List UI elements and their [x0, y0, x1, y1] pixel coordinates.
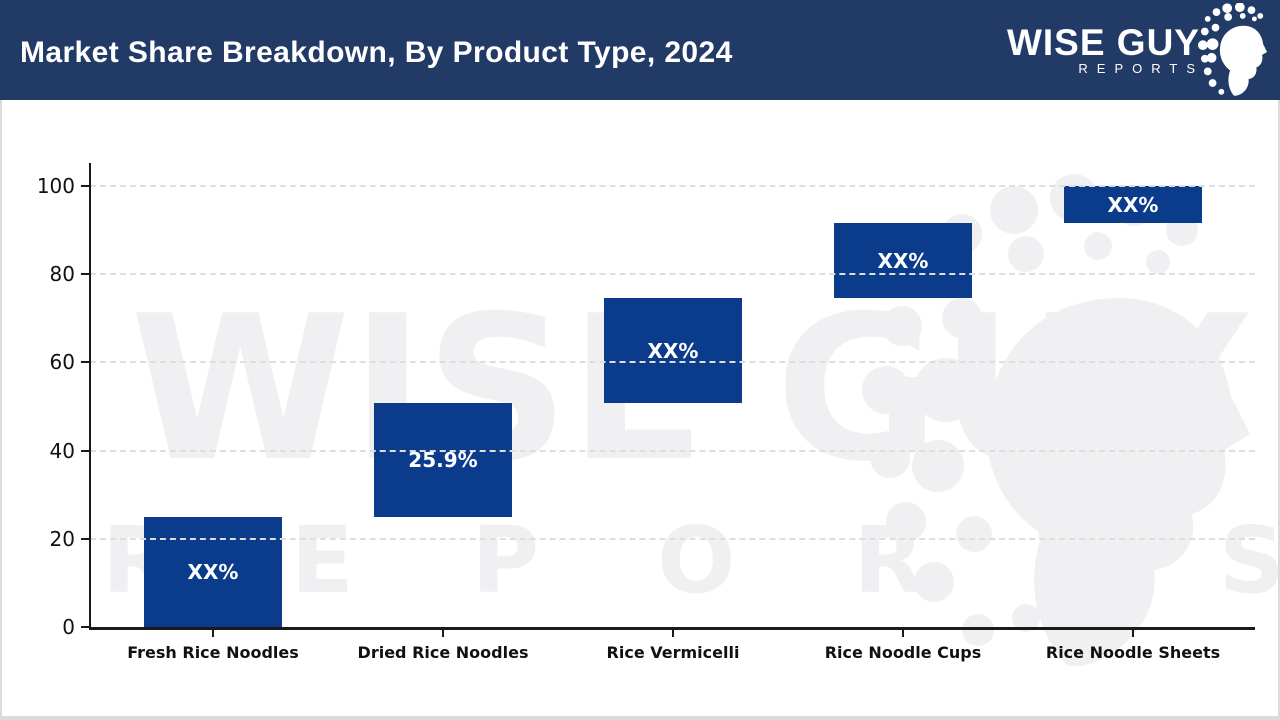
- x-tick-mark: [672, 630, 674, 637]
- gridline: [90, 273, 1255, 276]
- x-tick-label: Fresh Rice Noodles: [127, 643, 299, 662]
- page-title: Market Share Breakdown, By Product Type,…: [20, 36, 733, 69]
- bar-value-label: 25.9%: [408, 448, 478, 473]
- y-tick-mark: [81, 361, 90, 364]
- brand-name: WISE GUY: [1006, 22, 1200, 63]
- bottom-border: [0, 716, 1280, 720]
- x-tick-mark: [902, 630, 904, 637]
- gridline: [90, 449, 1255, 452]
- x-tick-label: Rice Noodle Sheets: [1045, 643, 1221, 662]
- brand-head-icon: [1198, 3, 1268, 96]
- y-tick-label: 60: [49, 350, 75, 375]
- y-tick-label: 80: [49, 262, 75, 287]
- x-tick-label: Rice Vermicelli: [606, 643, 740, 662]
- y-tick-label: 20: [49, 526, 75, 551]
- x-tick-label: Rice Noodle Cups: [824, 643, 982, 662]
- bar-value-label: XX%: [877, 248, 929, 273]
- x-axis-line: [89, 627, 1255, 630]
- y-tick-label: 0: [62, 615, 75, 639]
- x-tick-label: Dried Rice Noodles: [357, 643, 529, 662]
- y-tick-mark: [81, 449, 90, 452]
- bar: XX%: [604, 298, 742, 403]
- bar-value-label: XX%: [187, 560, 239, 585]
- chart-area: WISE GUY REPORTS XX%Fresh Rice Noodles25…: [0, 100, 1280, 716]
- y-tick-label: 100: [36, 174, 75, 198]
- bar: 25.9%: [374, 402, 512, 518]
- y-tick-label: 40: [49, 438, 75, 463]
- brand-subname: REPORTS: [1078, 61, 1204, 76]
- bar-value-label: XX%: [1107, 192, 1159, 217]
- bar: XX%: [144, 517, 282, 627]
- bar: XX%: [834, 223, 972, 299]
- x-tick-mark: [1132, 630, 1134, 637]
- y-tick-mark: [81, 626, 90, 628]
- x-tick-mark: [442, 630, 444, 637]
- gridline: [90, 185, 1255, 187]
- header-bar: Market Share Breakdown, By Product Type,…: [0, 0, 1280, 100]
- plot: XX% Fresh Rice Noodles 25.9% Dried Rice Noo…: [2, 100, 1278, 716]
- x-tick-mark: [212, 630, 214, 637]
- gridline: [90, 537, 1255, 540]
- y-tick-mark: [81, 185, 90, 187]
- y-tick-mark: [81, 537, 90, 540]
- brand-logo: WISE GUY REPORTS: [1007, 0, 1270, 100]
- y-axis-line: [89, 163, 91, 630]
- gridline: [90, 361, 1255, 364]
- bar: XX%: [1064, 186, 1202, 224]
- bar-value-label: XX%: [647, 338, 699, 363]
- y-tick-mark: [81, 273, 90, 276]
